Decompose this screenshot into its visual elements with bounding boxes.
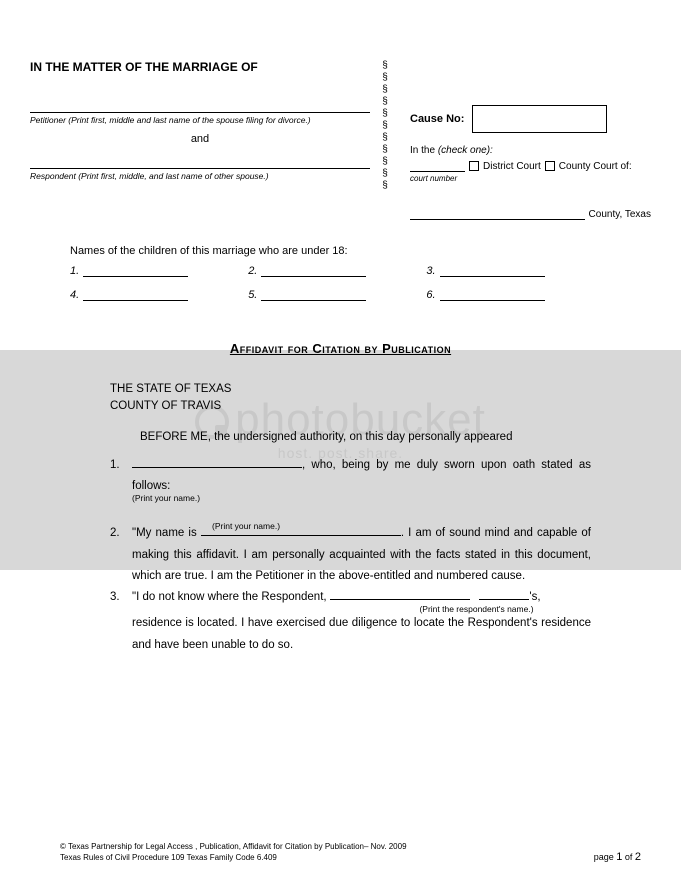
- child-num: 5.: [248, 289, 257, 301]
- cause-label: Cause No:: [410, 113, 464, 125]
- and-word: and: [30, 133, 370, 145]
- court-number-blank[interactable]: [410, 160, 465, 172]
- affiant-name-line[interactable]: [132, 456, 302, 468]
- page-number: page 1 of 2: [594, 851, 641, 863]
- cause-number-box[interactable]: [472, 105, 607, 133]
- petitioner-line[interactable]: [30, 99, 370, 113]
- county-court-label: County Court of:: [559, 161, 632, 172]
- child-num: 4.: [70, 289, 79, 301]
- children-label: Names of the children of this marriage w…: [70, 245, 651, 257]
- petitioner-caption: Petitioner (Print first, middle and last…: [30, 115, 370, 125]
- case-caption-header: IN THE MATTER OF THE MARRIAGE OF Petitio…: [30, 60, 651, 220]
- county-texas-label: County, Texas: [589, 209, 651, 220]
- respondent-line[interactable]: [30, 155, 370, 169]
- respondent-caption: Respondent (Print first, middle, and las…: [30, 171, 370, 181]
- district-court-label: District Court: [483, 161, 541, 172]
- affidavit-item-3: 3. "I do not know where the Respondent, …: [110, 587, 591, 657]
- child-num: 6.: [426, 289, 435, 301]
- matter-title: IN THE MATTER OF THE MARRIAGE OF: [30, 60, 370, 74]
- before-me-text: BEFORE ME, the undersigned authority, on…: [140, 431, 651, 443]
- child-line-3[interactable]: [440, 265, 545, 277]
- respondent-name-line[interactable]: [330, 588, 470, 600]
- district-court-checkbox[interactable]: [469, 161, 479, 171]
- child-num: 3.: [426, 265, 435, 277]
- child-line-5[interactable]: [261, 289, 366, 301]
- child-num: 2.: [248, 265, 257, 277]
- child-line-6[interactable]: [440, 289, 545, 301]
- footer-copyright: © Texas Partnership for Legal Access , P…: [60, 842, 407, 852]
- affidavit-item-1: 1. , who, being by me duly sworn upon oa…: [110, 455, 591, 503]
- state-county-block: THE STATE OF TEXAS COUNTY OF TRAVIS: [110, 381, 651, 416]
- child-line-1[interactable]: [83, 265, 188, 277]
- affidavit-item-2: 2. "My name is . I am of sound mind and …: [110, 523, 591, 567]
- child-line-2[interactable]: [261, 265, 366, 277]
- children-section: Names of the children of this marriage w…: [70, 245, 651, 301]
- print-name-caption-2: (Print your name.): [212, 522, 591, 531]
- state-line: THE STATE OF TEXAS: [110, 381, 651, 398]
- in-the-label: In the (check one):: [410, 145, 651, 156]
- page-footer: © Texas Partnership for Legal Access , P…: [60, 842, 641, 863]
- child-num: 1.: [70, 265, 79, 277]
- document-title: Affidavit for Citation by Publication: [30, 341, 651, 356]
- child-line-4[interactable]: [83, 289, 188, 301]
- county-line: COUNTY OF TRAVIS: [110, 398, 651, 415]
- county-court-checkbox[interactable]: [545, 161, 555, 171]
- section-symbols: §§§ §§§ §§§ §§: [380, 60, 390, 220]
- court-number-caption: court number: [410, 174, 651, 183]
- county-blank[interactable]: [410, 208, 585, 220]
- print-name-caption: (Print your name.): [132, 494, 591, 503]
- footer-citation: Texas Rules of Civil Procedure 109 Texas…: [60, 853, 407, 863]
- print-respondent-caption: (Print the respondent's name.): [362, 605, 591, 614]
